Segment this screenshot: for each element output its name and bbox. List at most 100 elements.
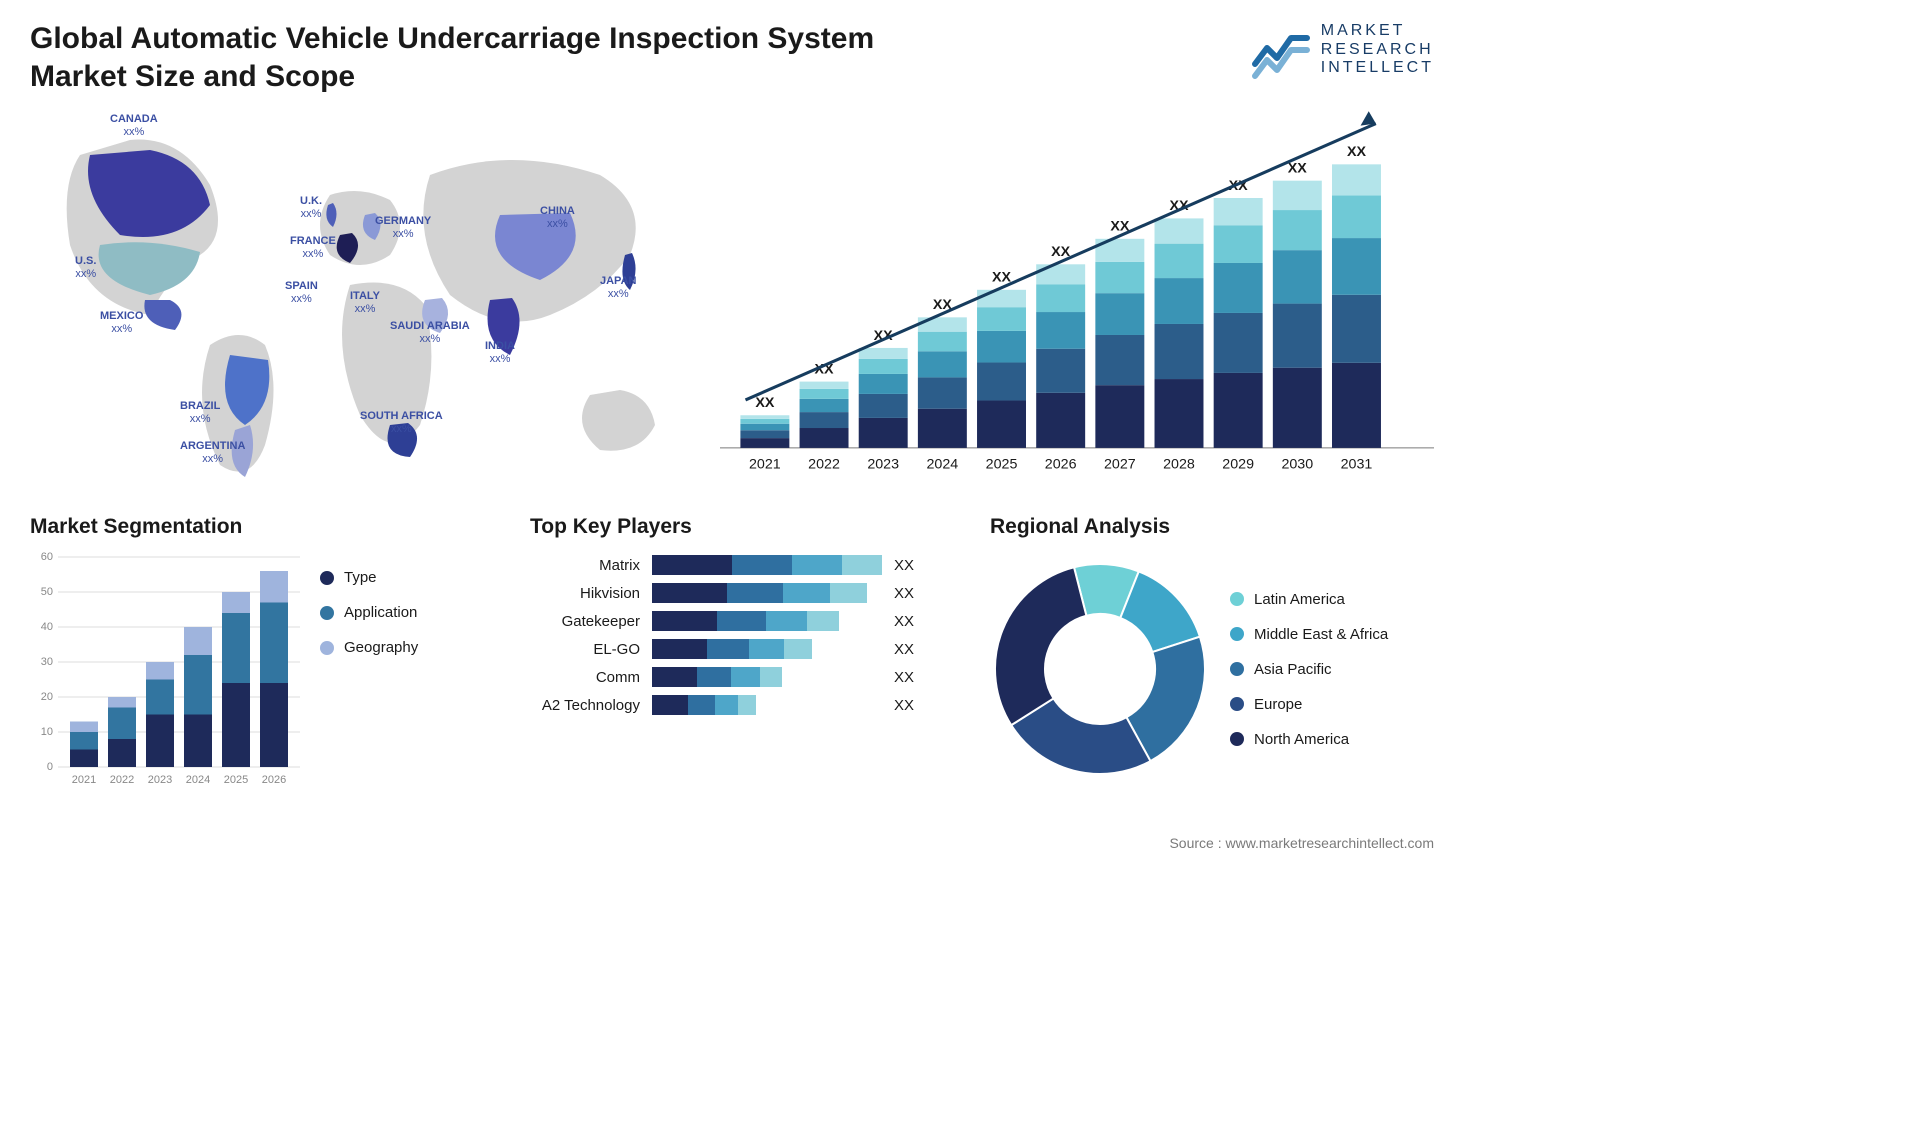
seg-bar-seg — [260, 603, 288, 684]
header: Global Automatic Vehicle Undercarriage I… — [30, 20, 1434, 95]
seg-year-label: 2025 — [224, 774, 248, 786]
growth-bar-seg — [1036, 312, 1085, 349]
player-bar-seg — [652, 555, 732, 575]
growth-bar-year-label: 2029 — [1222, 456, 1254, 472]
regional-legend: Latin AmericaMiddle East & AfricaAsia Pa… — [1230, 591, 1434, 748]
world-map-panel: CANADAxx%U.S.xx%MEXICOxx%BRAZILxx%ARGENT… — [30, 105, 690, 495]
growth-bar-seg — [1273, 368, 1322, 448]
map-country-mexico — [144, 300, 181, 330]
player-name: Comm — [530, 669, 640, 686]
player-bar-seg — [738, 695, 756, 715]
growth-bar-year-label: 2031 — [1341, 456, 1373, 472]
player-value: XX — [894, 669, 924, 686]
growth-bar-seg — [800, 389, 849, 399]
growth-chart-panel: XX2021XX2022XX2023XX2024XX2025XX2026XX20… — [720, 105, 1434, 495]
seg-bar-seg — [70, 750, 98, 768]
players-title: Top Key Players — [530, 515, 960, 539]
brand-logo: MARKET RESEARCH INTELLECT — [1251, 20, 1434, 80]
growth-bar-seg — [1155, 218, 1204, 243]
legend-label: Geography — [344, 639, 418, 656]
map-label-canada: CANADAxx% — [110, 113, 158, 138]
growth-bar-seg — [977, 363, 1026, 401]
player-name: Hikvision — [530, 585, 640, 602]
region-legend-item: Europe — [1230, 696, 1434, 713]
page-title: Global Automatic Vehicle Undercarriage I… — [30, 20, 874, 95]
map-label-south-africa: SOUTH AFRICAxx% — [360, 410, 443, 435]
map-label-france: FRANCExx% — [290, 235, 336, 260]
growth-bar-year-label: 2027 — [1104, 456, 1136, 472]
seg-ytick: 60 — [41, 551, 53, 563]
growth-bar-year-label: 2021 — [749, 456, 781, 472]
growth-bar-year-label: 2024 — [926, 456, 958, 472]
seg-bar-seg — [146, 680, 174, 715]
player-name: A2 Technology — [530, 697, 640, 714]
players-panel: Top Key Players MatrixXXHikvisionXXGatek… — [530, 515, 960, 815]
growth-bar-seg — [1214, 198, 1263, 225]
segmentation-legend: TypeApplicationGeography — [320, 549, 500, 789]
growth-bar-seg — [1155, 379, 1204, 448]
logo-line-1: MARKET — [1321, 22, 1434, 40]
players-body: MatrixXXHikvisionXXGatekeeperXXEL-GOXXCo… — [530, 549, 960, 715]
growth-bar-seg — [1036, 284, 1085, 312]
regional-title: Regional Analysis — [990, 515, 1434, 539]
growth-bar-seg — [740, 419, 789, 424]
player-row: Comm XX — [530, 667, 960, 687]
growth-bar-seg — [800, 399, 849, 412]
growth-bar-seg — [1332, 363, 1381, 448]
seg-legend-item: Geography — [320, 639, 500, 656]
growth-bar-seg — [859, 394, 908, 418]
growth-bar-seg — [859, 348, 908, 359]
player-bar-seg — [792, 555, 842, 575]
legend-label: North America — [1254, 731, 1349, 748]
growth-bar-seg — [740, 438, 789, 448]
growth-bar-seg — [1273, 250, 1322, 303]
seg-ytick: 0 — [47, 761, 53, 773]
growth-bar-seg — [1036, 264, 1085, 284]
seg-bar-seg — [146, 715, 174, 768]
growth-bar-top-label: XX — [755, 395, 775, 411]
seg-ytick: 50 — [41, 586, 53, 598]
growth-bar-seg — [859, 359, 908, 374]
player-row: EL-GOXX — [530, 639, 960, 659]
seg-bar-seg — [222, 592, 250, 613]
top-row: CANADAxx%U.S.xx%MEXICOxx%BRAZILxx%ARGENT… — [30, 105, 1434, 495]
growth-bar-seg — [740, 415, 789, 419]
growth-bar-seg — [977, 307, 1026, 331]
seg-year-label: 2024 — [186, 774, 210, 786]
logo-line-3: INTELLECT — [1321, 59, 1434, 77]
legend-swatch — [320, 606, 334, 620]
region-legend-item: Middle East & Africa — [1230, 626, 1434, 643]
player-row: HikvisionXX — [530, 583, 960, 603]
player-value: XX — [894, 641, 924, 658]
seg-bar-seg — [70, 732, 98, 750]
player-name: Gatekeeper — [530, 613, 640, 630]
seg-bar-seg — [260, 683, 288, 767]
player-bar-seg — [652, 639, 707, 659]
legend-label: Asia Pacific — [1254, 661, 1332, 678]
growth-bar-seg — [1273, 181, 1322, 210]
regional-donut — [990, 559, 1210, 779]
player-bar-seg — [715, 695, 738, 715]
growth-bar-seg — [1332, 295, 1381, 363]
map-label-mexico: MEXICOxx% — [100, 310, 143, 335]
title-line-2: Market Size and Scope — [30, 60, 355, 93]
growth-bar-seg — [859, 418, 908, 448]
player-bar — [652, 611, 882, 631]
growth-bar-seg — [859, 374, 908, 394]
seg-bar-seg — [184, 627, 212, 655]
growth-bar-seg — [977, 400, 1026, 447]
donut-slice-north-america — [995, 567, 1086, 725]
seg-legend-item: Type — [320, 569, 500, 586]
legend-swatch — [1230, 697, 1244, 711]
bottom-row: Market Segmentation 01020304050602021202… — [30, 515, 1434, 815]
growth-bar-seg — [918, 377, 967, 408]
growth-bar-seg — [1214, 225, 1263, 262]
player-bar-seg — [688, 695, 715, 715]
growth-bar-top-label: XX — [1288, 161, 1308, 177]
player-bar-seg — [717, 611, 766, 631]
seg-ytick: 10 — [41, 726, 53, 738]
title-line-1: Global Automatic Vehicle Undercarriage I… — [30, 22, 874, 55]
player-bar-seg — [652, 583, 727, 603]
growth-bar-year-label: 2025 — [986, 456, 1018, 472]
source-label: Source : www.marketresearchintellect.com — [1169, 835, 1434, 851]
